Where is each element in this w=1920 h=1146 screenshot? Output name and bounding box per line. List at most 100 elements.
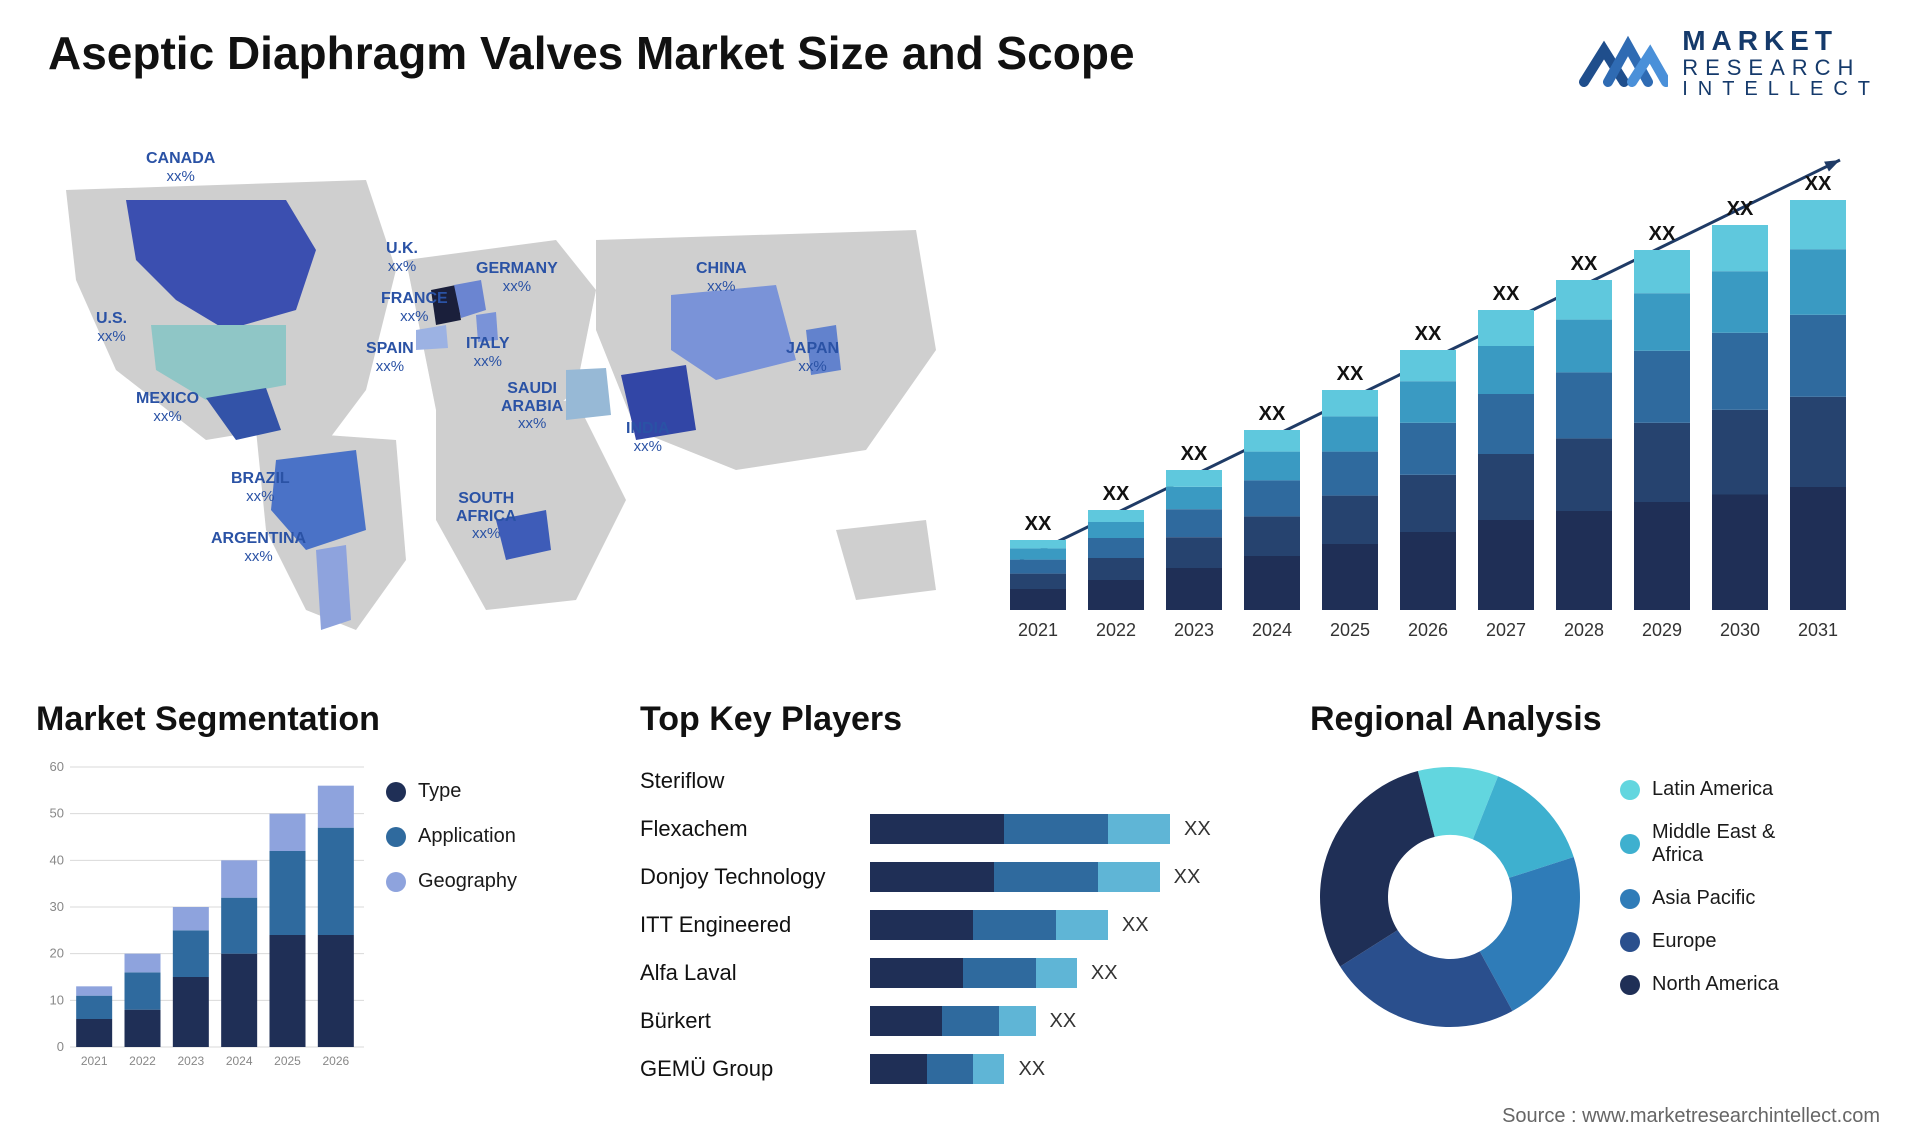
player-name: Alfa Laval bbox=[640, 960, 870, 986]
forecast-bar-seg bbox=[1478, 520, 1534, 610]
forecast-year-label: 2027 bbox=[1486, 620, 1526, 640]
forecast-year-label: 2030 bbox=[1720, 620, 1760, 640]
forecast-bar-seg bbox=[1088, 538, 1144, 558]
forecast-bar-seg bbox=[1790, 397, 1846, 487]
seg-bar-seg bbox=[318, 828, 354, 935]
forecast-bar-label: XX bbox=[1415, 323, 1442, 345]
forecast-bar-seg bbox=[1166, 568, 1222, 610]
forecast-bar-seg bbox=[1556, 280, 1612, 320]
player-value: XX bbox=[1091, 962, 1118, 985]
forecast-bar-seg bbox=[1790, 487, 1846, 610]
player-bar-seg bbox=[973, 1054, 1004, 1084]
logo-line-2: RESEARCH bbox=[1682, 56, 1880, 79]
map-label-argentina: ARGENTINAxx% bbox=[211, 530, 306, 565]
forecast-bar-seg bbox=[1010, 548, 1066, 559]
forecast-bar-seg bbox=[1010, 560, 1066, 574]
forecast-bar-seg bbox=[1322, 496, 1378, 544]
forecast-bar-seg bbox=[1166, 509, 1222, 537]
seg-bar-seg bbox=[221, 954, 257, 1047]
forecast-bar-label: XX bbox=[1025, 513, 1052, 535]
player-bar-seg bbox=[870, 862, 994, 892]
player-bar-seg bbox=[1004, 814, 1107, 844]
svg-text:2024: 2024 bbox=[226, 1054, 253, 1068]
forecast-bar-label: XX bbox=[1103, 483, 1130, 505]
svg-text:10: 10 bbox=[50, 992, 64, 1007]
forecast-year-label: 2031 bbox=[1798, 620, 1838, 640]
forecast-bar-seg bbox=[1244, 556, 1300, 610]
forecast-bar-seg bbox=[1088, 558, 1144, 580]
seg-bar-seg bbox=[318, 935, 354, 1047]
seg-bar-seg bbox=[221, 860, 257, 897]
seg-bar-seg bbox=[270, 814, 306, 851]
source-credit: Source : www.marketresearchintellect.com bbox=[1502, 1105, 1880, 1128]
player-bar-seg bbox=[994, 862, 1097, 892]
forecast-bar-seg bbox=[1712, 495, 1768, 611]
forecast-bar-seg bbox=[1010, 589, 1066, 610]
seg-bar-seg bbox=[173, 977, 209, 1047]
forecast-year-label: 2022 bbox=[1096, 620, 1136, 640]
player-bar-seg bbox=[1036, 958, 1077, 988]
forecast-bar-label: XX bbox=[1181, 443, 1208, 465]
forecast-bar-label: XX bbox=[1493, 283, 1520, 305]
forecast-bar-seg bbox=[1166, 487, 1222, 509]
player-bar-seg bbox=[1108, 814, 1170, 844]
map-label-germany: GERMANYxx% bbox=[476, 260, 558, 295]
forecast-bar-seg bbox=[1790, 249, 1846, 315]
player-bar-seg bbox=[942, 1006, 999, 1036]
forecast-chart: XX2021XX2022XX2023XX2024XX2025XX2026XX20… bbox=[990, 150, 1870, 650]
seg-legend-item: Type bbox=[386, 780, 517, 803]
player-bar-seg bbox=[870, 910, 973, 940]
forecast-bar-seg bbox=[1556, 320, 1612, 373]
player-value: XX bbox=[1184, 818, 1211, 841]
map-label-france: FRANCExx% bbox=[381, 290, 448, 325]
player-bar-seg bbox=[870, 1054, 927, 1084]
forecast-bar-seg bbox=[1478, 454, 1534, 520]
player-bar-seg bbox=[963, 958, 1035, 988]
seg-bar-seg bbox=[76, 1019, 112, 1047]
regional-legend-item: Europe bbox=[1620, 930, 1779, 953]
forecast-bar-seg bbox=[1244, 430, 1300, 452]
forecast-bar-seg bbox=[1244, 516, 1300, 556]
forecast-year-label: 2026 bbox=[1408, 620, 1448, 640]
svg-text:2021: 2021 bbox=[81, 1054, 108, 1068]
forecast-bar-seg bbox=[1088, 510, 1144, 522]
forecast-bar-seg bbox=[1556, 372, 1612, 438]
forecast-bar-seg bbox=[1088, 522, 1144, 538]
regional-donut bbox=[1310, 757, 1590, 1037]
forecast-bar-seg bbox=[1400, 532, 1456, 610]
seg-bar-seg bbox=[76, 996, 112, 1019]
svg-text:60: 60 bbox=[50, 759, 64, 774]
regional-legend-item: Latin America bbox=[1620, 778, 1779, 801]
forecast-bar-seg bbox=[1478, 310, 1534, 346]
seg-bar-seg bbox=[318, 786, 354, 828]
map-label-spain: SPAINxx% bbox=[366, 340, 414, 375]
donut-slice bbox=[1320, 771, 1435, 966]
segmentation-panel: Market Segmentation 01020304050602021202… bbox=[36, 700, 596, 1090]
seg-bar-seg bbox=[125, 972, 161, 1009]
player-bar-seg bbox=[870, 958, 963, 988]
svg-text:0: 0 bbox=[57, 1039, 64, 1054]
regional-legend-item: North America bbox=[1620, 973, 1779, 996]
forecast-bar-seg bbox=[1790, 315, 1846, 397]
player-name: GEMÜ Group bbox=[640, 1056, 870, 1082]
forecast-bar-seg bbox=[1322, 390, 1378, 416]
map-label-south-africa: SOUTHAFRICAxx% bbox=[456, 490, 516, 543]
forecast-bar-seg bbox=[1712, 410, 1768, 495]
forecast-bar-seg bbox=[1556, 511, 1612, 610]
map-label-india: INDIAxx% bbox=[626, 420, 670, 455]
forecast-year-label: 2024 bbox=[1252, 620, 1292, 640]
player-name: Bürkert bbox=[640, 1008, 870, 1034]
logo-line-3: INTELLECT bbox=[1682, 79, 1880, 100]
player-bar-seg bbox=[927, 1054, 974, 1084]
svg-text:50: 50 bbox=[50, 806, 64, 821]
svg-text:2022: 2022 bbox=[129, 1054, 156, 1068]
forecast-bar-seg bbox=[1790, 200, 1846, 249]
player-name: Steriflow bbox=[640, 768, 870, 794]
player-row: FlexachemXX bbox=[640, 805, 1260, 853]
forecast-bar-seg bbox=[1712, 271, 1768, 333]
player-bar-seg bbox=[870, 1006, 942, 1036]
forecast-bar-seg bbox=[1634, 250, 1690, 293]
forecast-bar-seg bbox=[1166, 470, 1222, 487]
svg-text:2025: 2025 bbox=[274, 1054, 301, 1068]
seg-bar-seg bbox=[221, 898, 257, 954]
